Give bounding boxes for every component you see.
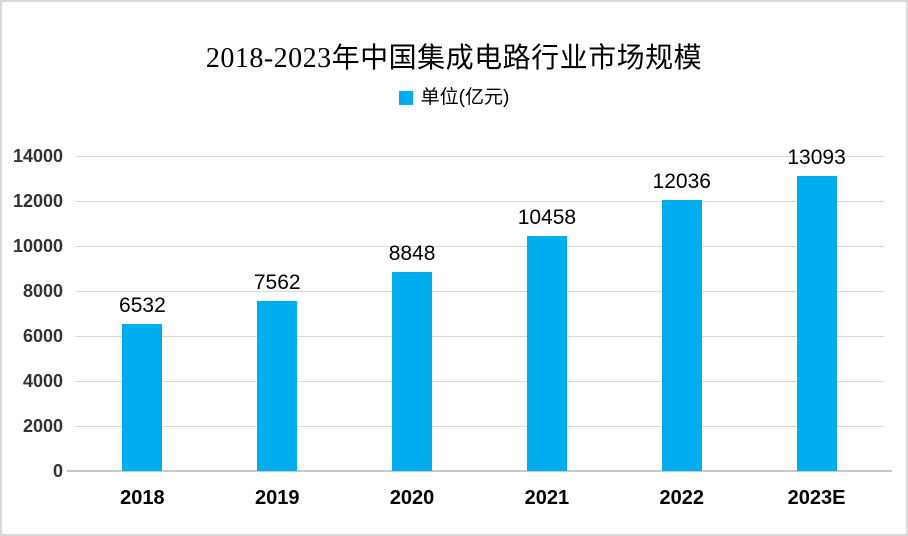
gridline bbox=[75, 246, 884, 247]
bar bbox=[392, 271, 433, 471]
legend: 单位(亿元) bbox=[2, 88, 906, 107]
y-axis-tick-label: 12000 bbox=[12, 191, 63, 211]
gridline bbox=[75, 156, 884, 157]
y-axis-tick-label: 4000 bbox=[22, 371, 63, 391]
bar-column: 8848 2020 bbox=[345, 156, 480, 508]
bar bbox=[257, 300, 298, 471]
y-axis-tick-label: 8000 bbox=[22, 281, 63, 301]
bar-column: 6532 2018 bbox=[75, 156, 210, 508]
x-axis-label: 2018 bbox=[120, 487, 165, 509]
bar-value-label: 7562 bbox=[253, 270, 301, 294]
gridline bbox=[75, 291, 884, 292]
gridline bbox=[75, 426, 884, 427]
y-axis-tick-label: 10000 bbox=[12, 236, 63, 256]
bar bbox=[796, 176, 837, 471]
gridline bbox=[75, 336, 884, 337]
x-axis-label: 2020 bbox=[389, 487, 435, 509]
bar-value-label: 13093 bbox=[787, 146, 846, 170]
bar-column: 13093 2023E bbox=[749, 147, 884, 508]
y-axis-tick-label: 6000 bbox=[22, 326, 63, 346]
x-axis-label: 2021 bbox=[524, 487, 570, 509]
bar-column: 12036 2022 bbox=[614, 156, 749, 508]
y-axis-tick-label: 2000 bbox=[22, 416, 63, 436]
chart-title: 2018-2023年中国集成电路行业市场规模 bbox=[205, 43, 703, 74]
legend-label: 单位(亿元) bbox=[420, 87, 510, 108]
bar-column: 7562 2019 bbox=[210, 156, 345, 508]
gridline bbox=[75, 381, 884, 382]
bar bbox=[661, 200, 702, 471]
x-axis-line bbox=[67, 470, 892, 472]
y-axis-tick-label: 14000 bbox=[12, 146, 63, 166]
gridline bbox=[75, 201, 884, 202]
bar-value-label: 8848 bbox=[388, 241, 436, 265]
bar-value-label: 6532 bbox=[119, 294, 166, 318]
bar bbox=[526, 235, 567, 471]
x-axis-label: 2019 bbox=[254, 487, 300, 509]
x-axis-label: 2022 bbox=[659, 487, 704, 509]
plot-area: 0 2000 4000 6000 8000 10000 12000 14000 6532 2018… bbox=[13, 147, 892, 508]
bar bbox=[122, 324, 163, 471]
x-axis-label: 2023E bbox=[787, 487, 846, 509]
bar-value-label: 10458 bbox=[517, 205, 577, 229]
bar-value-label: 12036 bbox=[652, 170, 711, 194]
legend-swatch-icon bbox=[398, 90, 413, 105]
bar-column: 10458 2021 bbox=[480, 156, 615, 508]
y-axis-tick-label: 0 bbox=[52, 461, 63, 481]
